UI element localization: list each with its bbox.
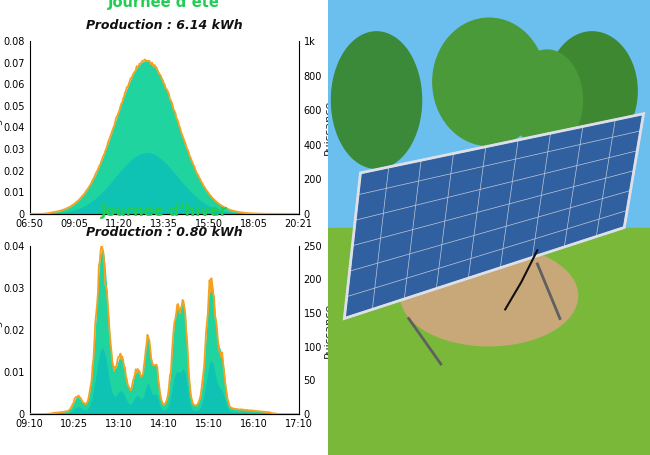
- Ellipse shape: [512, 50, 582, 150]
- Y-axis label: Puissance: Puissance: [324, 302, 333, 358]
- Text: Production : 0.80 kWh: Production : 0.80 kWh: [86, 226, 242, 239]
- Y-axis label: Puissance: Puissance: [324, 100, 333, 155]
- Ellipse shape: [332, 32, 422, 168]
- Legend: Energie(kWh), Puissance(W): Energie(kWh), Puissance(W): [53, 453, 275, 455]
- Polygon shape: [344, 114, 644, 318]
- Bar: [328, 0, 650, 250]
- Ellipse shape: [547, 32, 637, 150]
- Text: Journée d’hiver: Journée d’hiver: [101, 203, 228, 219]
- Ellipse shape: [400, 246, 578, 346]
- Text: Journée d’été: Journée d’été: [108, 0, 220, 10]
- Y-axis label: Energie: Energie: [0, 106, 2, 149]
- Ellipse shape: [433, 18, 545, 146]
- Polygon shape: [328, 228, 650, 455]
- Text: Production : 6.14 kWh: Production : 6.14 kWh: [86, 19, 242, 32]
- Y-axis label: Energie: Energie: [0, 308, 2, 351]
